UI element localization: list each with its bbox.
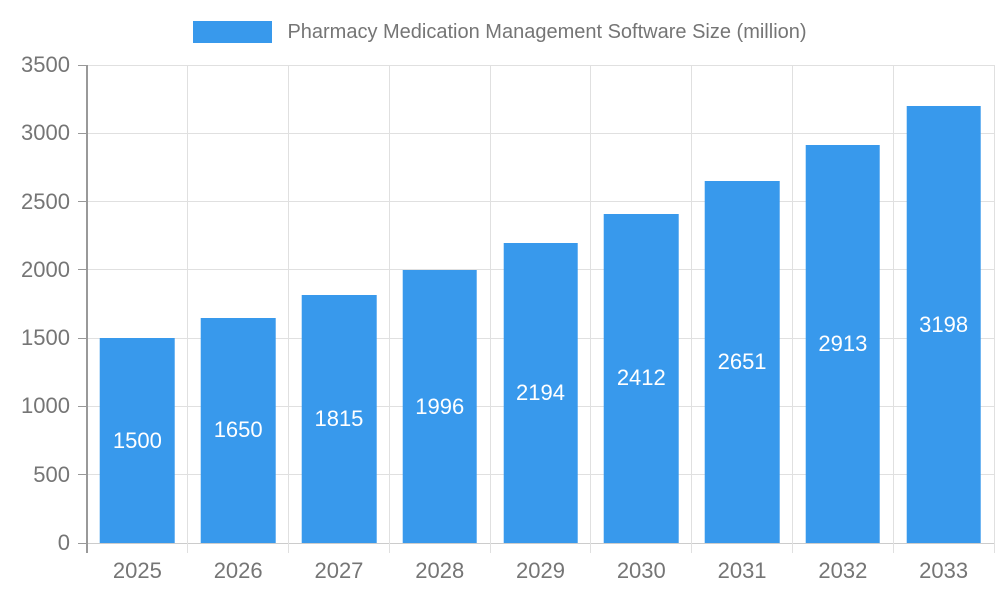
h-gridline — [87, 132, 994, 134]
x-tick-label: 2031 — [717, 558, 767, 583]
y-axis-tick — [78, 542, 86, 544]
y-axis-tick — [78, 201, 86, 203]
v-gridline — [791, 65, 793, 543]
bar-value-label: 1500 — [112, 427, 162, 453]
legend-item[interactable]: Pharmacy Medication Management Software … — [0, 19, 1000, 45]
x-tick-label: 2025 — [112, 558, 162, 583]
x-tick-label: 2032 — [818, 558, 868, 583]
x-axis-tick — [691, 543, 693, 553]
x-axis-tick — [187, 543, 189, 553]
bar-value-label: 1996 — [415, 393, 465, 419]
bar-2032[interactable]: 2913 — [805, 145, 881, 543]
legend-swatch — [193, 21, 273, 43]
bar-value-label: 3198 — [919, 311, 969, 337]
y-tick-label: 3500 — [21, 52, 70, 77]
x-axis-tick — [388, 543, 390, 553]
y-tick-label: 3000 — [21, 120, 70, 146]
bar-2027[interactable]: 1815 — [301, 295, 377, 543]
bar-2026[interactable]: 1650 — [200, 317, 276, 543]
x-tick-label: 2026 — [213, 558, 263, 583]
y-tick-label: 1000 — [21, 393, 70, 419]
bar-value-label: 2412 — [616, 365, 666, 391]
y-axis-tick — [78, 337, 86, 339]
bar-value-label: 2913 — [818, 331, 868, 357]
bar-slot: 2651 — [692, 65, 793, 543]
bar-slot: 1815 — [289, 65, 390, 543]
y-tick-label: 2000 — [21, 256, 70, 282]
bar-value-label: 2651 — [717, 348, 767, 374]
x-axis-tick — [791, 543, 793, 553]
v-gridline — [691, 65, 693, 543]
x-tick-label: 2033 — [919, 558, 969, 583]
y-axis-line — [86, 65, 88, 553]
y-tick-label: 500 — [33, 461, 70, 487]
y-axis-tick — [78, 269, 86, 271]
y-tick-label: 2500 — [21, 188, 70, 214]
x-tick-label: 2028 — [415, 558, 465, 583]
bar-2029[interactable]: 2194 — [503, 243, 578, 543]
bar-slot: 2913 — [792, 65, 893, 543]
bar-2025[interactable]: 1500 — [100, 338, 175, 543]
bar-2031[interactable]: 2651 — [704, 180, 780, 543]
x-tick-label: 2030 — [616, 558, 666, 583]
bar-slot: 3198 — [893, 65, 994, 543]
bar-2033[interactable]: 3198 — [906, 106, 981, 543]
x-axis-tick — [590, 543, 592, 553]
bar-slot: 1650 — [188, 65, 289, 543]
y-axis-tick — [78, 405, 86, 407]
bars-row: 1500 1650 1815 1996 2194 2412 2651 2913 3198 — [87, 65, 994, 543]
x-tick-label: 2027 — [314, 558, 364, 583]
h-gridline — [87, 64, 994, 66]
bar-value-label: 2194 — [516, 380, 565, 406]
bar-2030[interactable]: 2412 — [604, 213, 679, 543]
plot-area: 0 500 1000 1500 2000 2500 3000 3500 1500 1650 1815… — [21, 52, 995, 555]
bar-slot: 2412 — [591, 65, 692, 543]
v-gridline — [288, 65, 290, 543]
x-axis-tick — [288, 543, 290, 553]
bar-value-label: 1815 — [314, 406, 364, 432]
x-axis-labels: 2025 2026 2027 2028 2029 2030 2031 2032 2033 — [87, 557, 994, 585]
bar-slot: 2194 — [490, 65, 591, 543]
y-axis-tick — [78, 64, 86, 66]
v-gridline — [388, 65, 390, 543]
v-gridline — [892, 65, 894, 543]
h-gridline — [87, 201, 994, 203]
v-gridline — [590, 65, 592, 543]
x-axis-tick — [892, 543, 894, 553]
bar-slot: 1500 — [87, 65, 188, 543]
x-axis-tick — [993, 543, 995, 553]
bar-value-label: 1650 — [213, 417, 263, 443]
y-tick-label: 1500 — [21, 325, 70, 351]
v-gridline — [187, 65, 189, 543]
v-gridline — [489, 65, 491, 543]
x-tick-label: 2029 — [516, 558, 565, 583]
h-gridline — [87, 542, 994, 544]
bar-slot: 1996 — [389, 65, 490, 543]
v-gridline — [993, 65, 995, 543]
legend-label: Pharmacy Medication Management Software … — [287, 21, 807, 43]
y-tick-label: 0 — [57, 530, 70, 555]
x-axis-tick — [489, 543, 491, 553]
y-axis-tick — [78, 132, 86, 134]
bar-2028[interactable]: 1996 — [402, 270, 478, 543]
y-axis-tick — [78, 474, 86, 476]
